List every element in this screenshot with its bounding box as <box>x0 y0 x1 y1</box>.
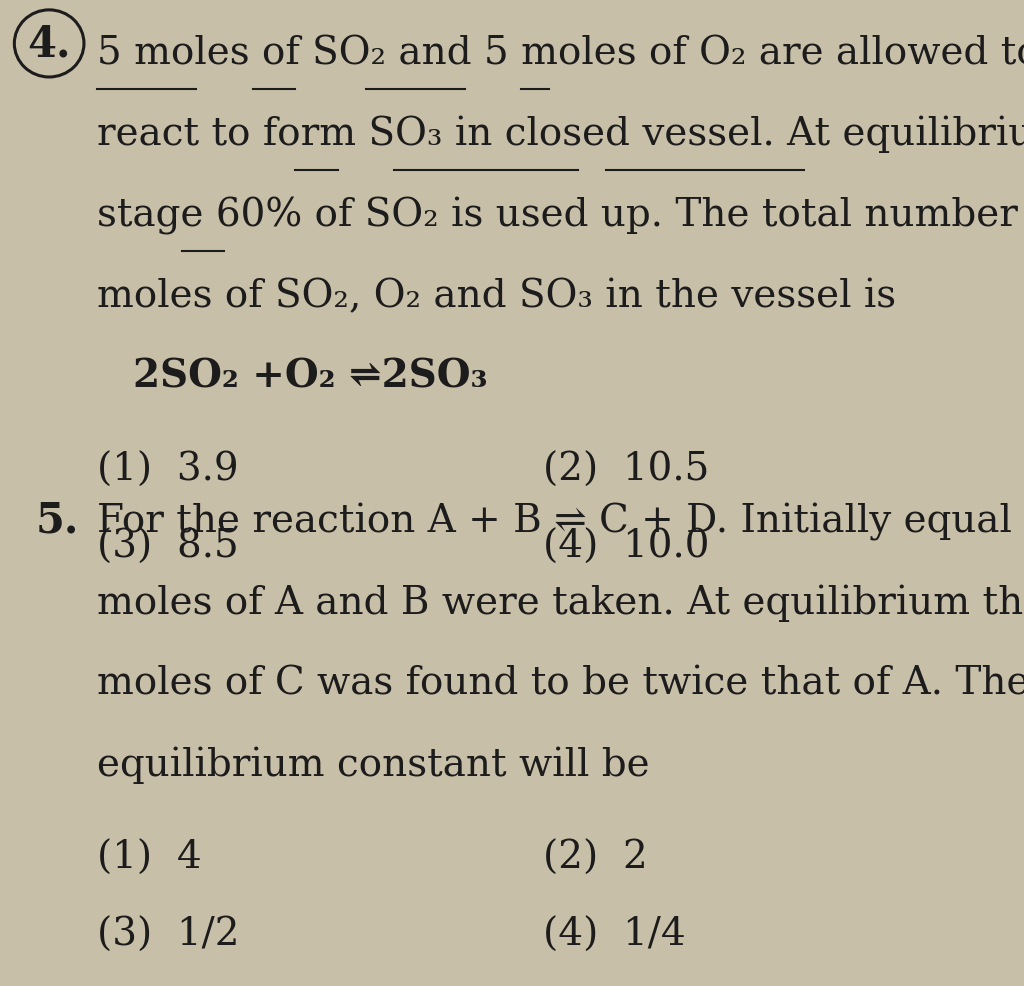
Text: moles of SO₂, O₂ and SO₃ in the vessel is: moles of SO₂, O₂ and SO₃ in the vessel i… <box>97 278 896 315</box>
Text: (2)  10.5: (2) 10.5 <box>543 452 709 488</box>
Text: (4)  1/4: (4) 1/4 <box>543 916 685 952</box>
Text: For the reaction A + B ⇌ C + D. Initially equal: For the reaction A + B ⇌ C + D. Initiall… <box>97 503 1012 541</box>
Text: (3)  8.5: (3) 8.5 <box>97 528 239 565</box>
Text: moles of A and B were taken. At equilibrium the: moles of A and B were taken. At equilibr… <box>97 584 1024 621</box>
Text: react to form SO₃ in closed vessel. At equilibrium: react to form SO₃ in closed vessel. At e… <box>97 115 1024 153</box>
Text: (1)  4: (1) 4 <box>97 839 202 876</box>
Text: 4.: 4. <box>28 24 71 65</box>
Text: (1)  3.9: (1) 3.9 <box>97 452 239 488</box>
Text: equilibrium constant will be: equilibrium constant will be <box>97 745 650 783</box>
Text: 5.: 5. <box>36 500 79 541</box>
Text: 2SO₂ +O₂ ⇌2SO₃: 2SO₂ +O₂ ⇌2SO₃ <box>133 358 487 395</box>
Text: stage 60% of SO₂ is used up. The total number of: stage 60% of SO₂ is used up. The total n… <box>97 196 1024 235</box>
Text: 5 moles of SO₂ and 5 moles of O₂ are allowed to: 5 moles of SO₂ and 5 moles of O₂ are all… <box>97 35 1024 72</box>
Text: moles of C was found to be twice that of A. The: moles of C was found to be twice that of… <box>97 666 1024 702</box>
Text: (4)  10.0: (4) 10.0 <box>543 528 710 565</box>
Text: (3)  1/2: (3) 1/2 <box>97 916 240 952</box>
Text: (2)  2: (2) 2 <box>543 839 647 876</box>
